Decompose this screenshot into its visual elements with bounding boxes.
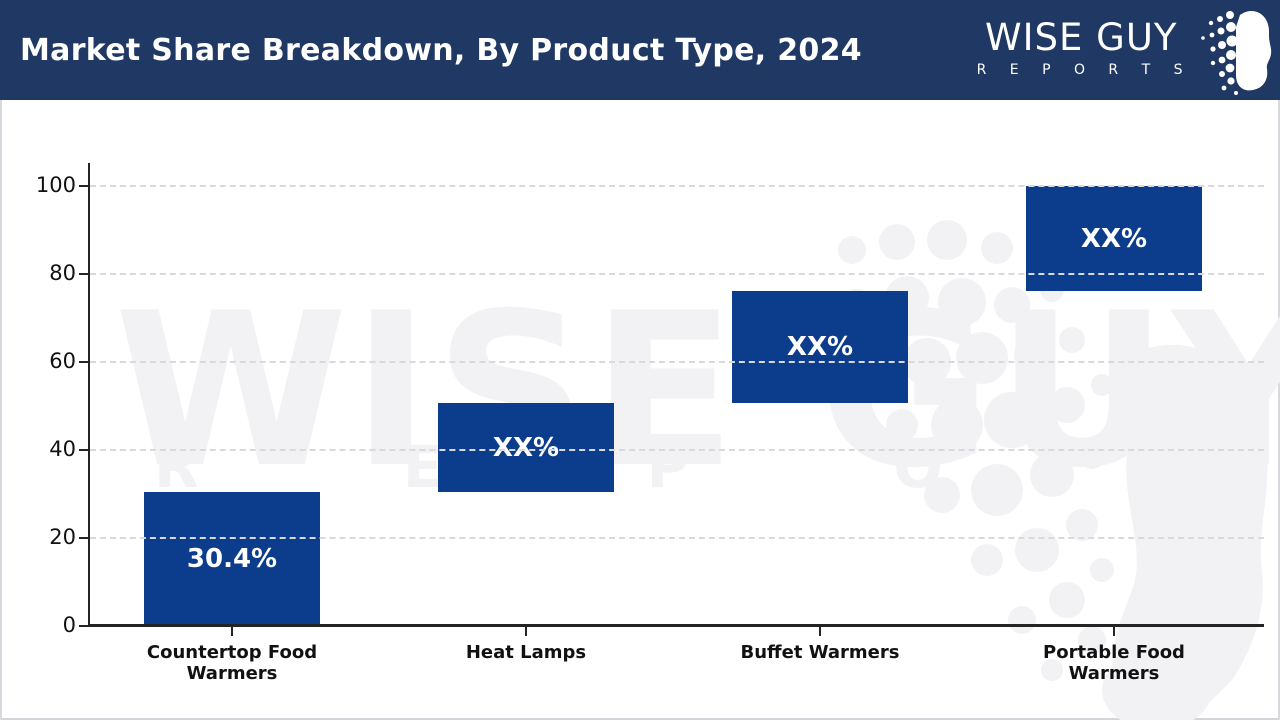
bar-value-label: XX% (492, 432, 560, 463)
bar-value-label: 30.4% (186, 544, 278, 575)
gridline-60 (90, 361, 1264, 363)
gridline-20 (90, 537, 1264, 539)
x-tick (231, 627, 233, 636)
y-tick (79, 185, 88, 187)
bar-segment: XX% (1026, 186, 1202, 292)
y-tick-label: 40 (49, 437, 76, 461)
y-tick-label: 60 (49, 349, 76, 373)
gridline-100 (90, 185, 1264, 187)
y-tick-label: 100 (35, 173, 76, 197)
x-tick (819, 627, 821, 636)
x-category-label: Heat Lamps (465, 642, 587, 663)
bar-segment: XX% (732, 291, 908, 404)
chart-area: WISE GUY R E P O R T S (0, 100, 1280, 720)
x-category-label: Countertop Food Warmers (146, 642, 318, 685)
x-category-label: Buffet Warmers (740, 642, 900, 663)
bar-value-label: XX% (786, 332, 854, 363)
y-axis-line (88, 163, 90, 626)
bar-segment: XX% (438, 403, 614, 493)
header-bar: Market Share Breakdown, By Product Type,… (0, 0, 1280, 100)
y-tick (79, 361, 88, 363)
brand-subname: R E P O R T S (976, 62, 1192, 78)
y-tick (79, 537, 88, 539)
gridline-40 (90, 449, 1264, 451)
brand-logo-text: WISE GUY R E P O R T S (971, 16, 1192, 78)
y-tick (79, 273, 88, 275)
y-tick-label: 20 (49, 525, 76, 549)
brand-name: WISE GUY (985, 16, 1178, 59)
brand-logo: WISE GUY R E P O R T S (977, 0, 1274, 101)
x-axis-line (88, 624, 1264, 627)
bar-segment: 30.4% (144, 492, 320, 626)
x-category-label: Portable Food Warmers (1043, 642, 1185, 685)
y-tick-label: 80 (49, 261, 76, 285)
gridline-80 (90, 273, 1264, 275)
x-tick (525, 627, 527, 636)
y-tick (79, 625, 88, 627)
x-tick (1113, 627, 1115, 636)
y-tick-label: 0 (62, 613, 76, 637)
page-title: Market Share Breakdown, By Product Type,… (20, 32, 862, 68)
bar-value-label: XX% (1080, 223, 1148, 254)
y-tick (79, 449, 88, 451)
dotted-head-icon (1184, 5, 1272, 101)
